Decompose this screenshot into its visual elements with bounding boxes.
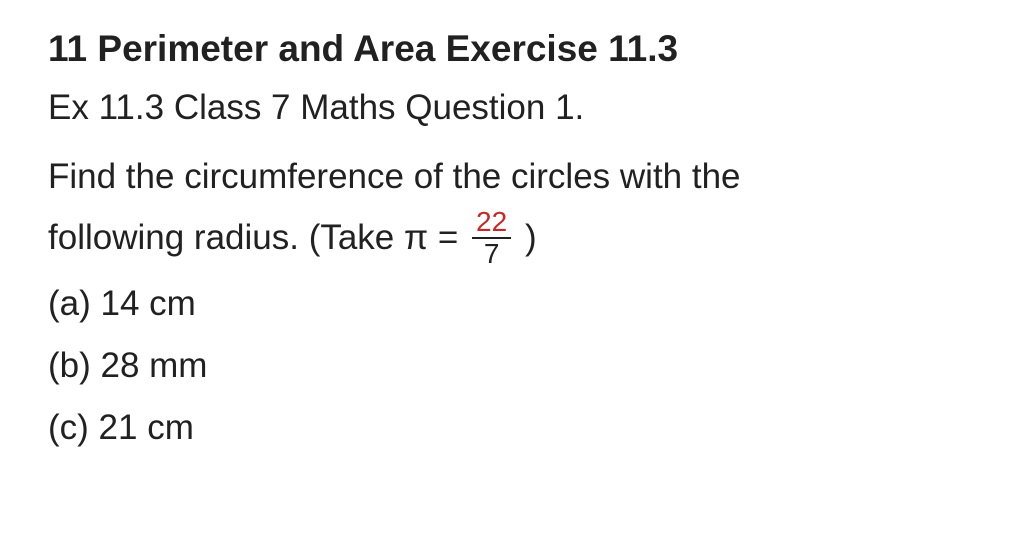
fraction-denominator: 7 [480, 240, 504, 268]
question-suffix: ) [525, 218, 537, 257]
option-c: (c) 21 cm [48, 400, 976, 456]
option-b: (b) 28 mm [48, 338, 976, 394]
option-a: (a) 14 cm [48, 276, 976, 332]
pi-fraction: 22 7 [472, 208, 511, 268]
exercise-heading: 11 Perimeter and Area Exercise 11.3 [48, 28, 976, 70]
question-line-2: following radius. (Take π = 22 7 ) [48, 207, 976, 270]
question-prefix: following radius. (Take π = [48, 218, 458, 257]
question-line-1: Find the circumference of the circles wi… [48, 146, 976, 207]
question-subheading: Ex 11.3 Class 7 Maths Question 1. [48, 88, 976, 128]
question-text: Find the circumference of the circles wi… [48, 146, 976, 270]
fraction-numerator: 22 [472, 208, 511, 236]
answer-options: (a) 14 cm (b) 28 mm (c) 21 cm [48, 276, 976, 456]
